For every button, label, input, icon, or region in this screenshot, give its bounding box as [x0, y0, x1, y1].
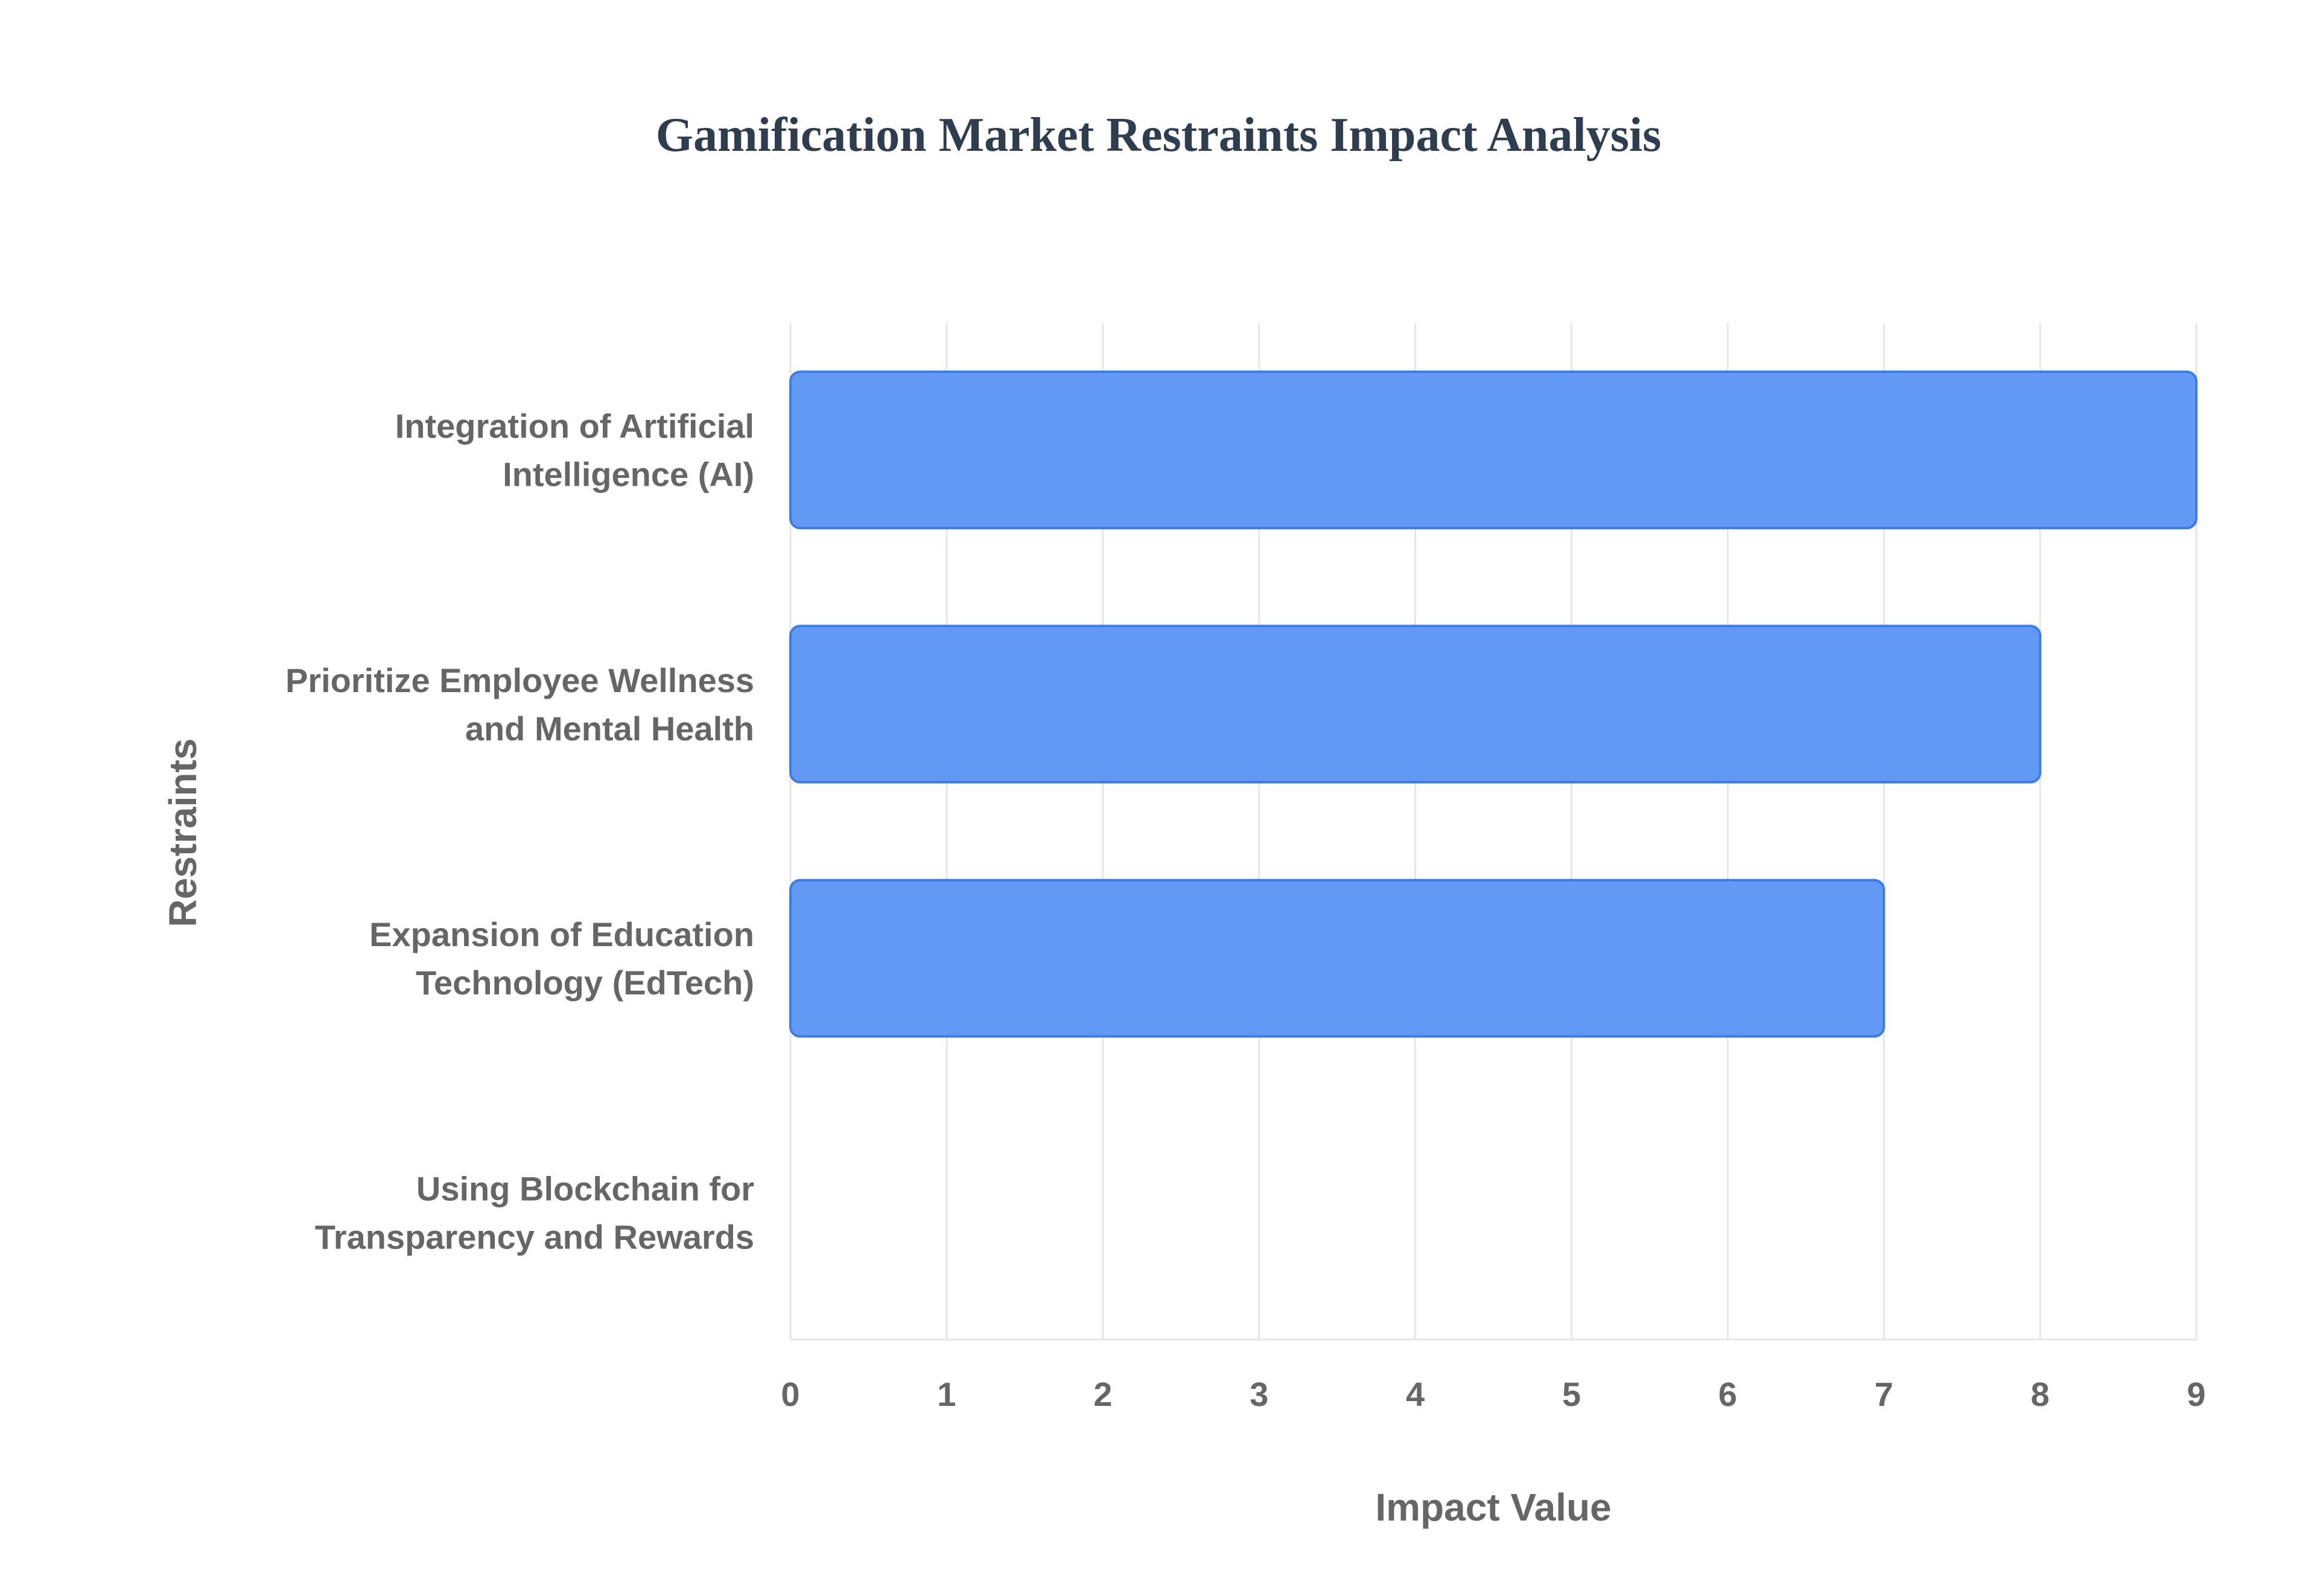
y-tick-label: Integration of Artificial Intelligence (A…	[395, 407, 754, 494]
x-tick-label: 4	[1406, 1375, 1425, 1413]
x-tick-label: 3	[1250, 1375, 1268, 1413]
x-tick-label: 1	[937, 1375, 956, 1413]
x-tick-label: 9	[2187, 1375, 2205, 1413]
bars	[789, 370, 2198, 1038]
y-tick-label: Using Blockchain for Transparency and Rew…	[315, 1169, 754, 1256]
y-tick-label: Expansion of Education Technology (EdTech…	[369, 915, 754, 1002]
x-tick-label: 8	[2031, 1375, 2050, 1413]
bar	[789, 625, 2042, 784]
x-axis-title: Impact Value	[1375, 1486, 1611, 1529]
x-tick-label: 6	[1718, 1375, 1737, 1413]
bar	[789, 879, 1886, 1038]
x-tick-label: 0	[781, 1375, 799, 1413]
y-tick-label: Prioritize Employee Wellness and Mental H…	[285, 661, 754, 748]
bar	[789, 370, 2198, 530]
chart-title: Gamification Market Restraints Impact An…	[656, 109, 1662, 162]
x-tick-label: 5	[1562, 1375, 1581, 1413]
x-tick-labels: 0 1 2 3 4 5 6 7 8 9	[781, 1375, 2205, 1413]
x-tick-label: 2	[1093, 1375, 1112, 1413]
y-tick-labels: Integration of Artificial Intelligence (A…	[285, 407, 754, 1256]
x-tick-label: 7	[1875, 1375, 1893, 1413]
y-axis-title: Restraints	[161, 739, 205, 927]
